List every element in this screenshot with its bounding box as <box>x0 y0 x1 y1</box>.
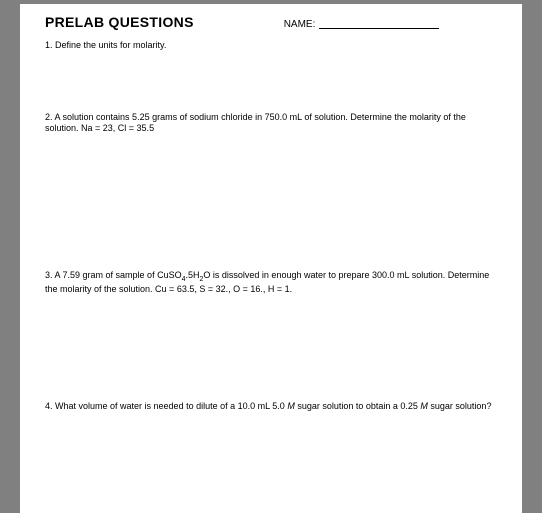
question-4: 4. What volume of water is needed to dil… <box>45 401 497 413</box>
page-title: PRELAB QUESTIONS <box>45 14 194 30</box>
question-1: 1. Define the units for molarity. <box>45 40 497 52</box>
question-2: 2. A solution contains 5.25 grams of sod… <box>45 112 497 135</box>
q3-text-part1: 3. A 7.59 gram of sample of CuSO <box>45 270 182 280</box>
name-label: NAME: <box>284 19 316 30</box>
q4-italic-1: M <box>287 401 295 411</box>
q3-text-part2: .5H <box>185 270 199 280</box>
q4-italic-2: M <box>420 401 428 411</box>
q4-text-part2: sugar solution to obtain a 0.25 <box>295 401 421 411</box>
document-page: PRELAB QUESTIONS NAME: 1. Define the uni… <box>20 4 522 513</box>
q4-text-part3: sugar solution? <box>428 401 492 411</box>
name-blank-line <box>319 28 439 29</box>
title-row: PRELAB QUESTIONS NAME: <box>45 14 497 30</box>
question-3: 3. A 7.59 gram of sample of CuSO4.5H2O i… <box>45 270 497 296</box>
q4-text-part1: 4. What volume of water is needed to dil… <box>45 401 287 411</box>
